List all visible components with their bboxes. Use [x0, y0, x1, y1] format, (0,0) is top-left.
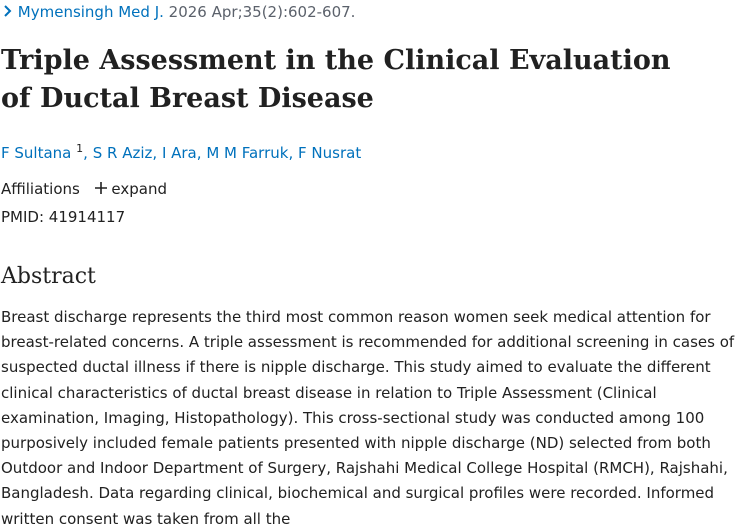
pmid: PMID: 41914117: [1, 208, 125, 226]
expand-toggle[interactable]: expand: [94, 180, 167, 198]
pmid-value: 41914117: [48, 208, 126, 226]
author-list: F Sultana 1, S R Aziz, I Ara, M M Farruk…: [1, 142, 361, 162]
affiliations-label: Affiliations: [1, 180, 80, 198]
pmid-label: PMID:: [1, 208, 45, 226]
page-body: Mymensingh Med J. 2026 Apr;35(2):602-607…: [1, 3, 735, 528]
author-name[interactable]: I Ara: [161, 144, 197, 162]
plus-icon: [94, 182, 107, 194]
author-separator: ,: [152, 144, 158, 162]
chevron-icon: [4, 5, 12, 17]
author-name[interactable]: M M Farruk: [206, 144, 289, 162]
article-title: Triple Assessment in the Clinical Evalua…: [1, 45, 671, 114]
author-separator: ,: [288, 144, 294, 162]
author-separator: ,: [83, 144, 88, 162]
author-separator: ,: [196, 144, 202, 162]
author-name[interactable]: F Nusrat: [298, 144, 362, 162]
journal-line: Mymensingh Med J. 2026 Apr;35(2):602-607…: [3, 3, 355, 21]
author-name[interactable]: F Sultana: [1, 144, 72, 162]
abstract-heading: Abstract: [1, 264, 96, 289]
affiliations: Affiliations expand: [1, 180, 167, 198]
citation: 2026 Apr;35(2):602-607.: [168, 3, 356, 21]
author-name[interactable]: S R Aziz: [92, 144, 153, 162]
journal-name[interactable]: Mymensingh Med J.: [17, 3, 164, 21]
affiliation-number[interactable]: 1: [76, 142, 84, 155]
abstract-text: Breast discharge represents the third mo…: [1, 308, 735, 528]
page: {"journal": {"name": "Mymensingh Med J."…: [1, 3, 735, 528]
expand-label: expand: [111, 180, 167, 198]
